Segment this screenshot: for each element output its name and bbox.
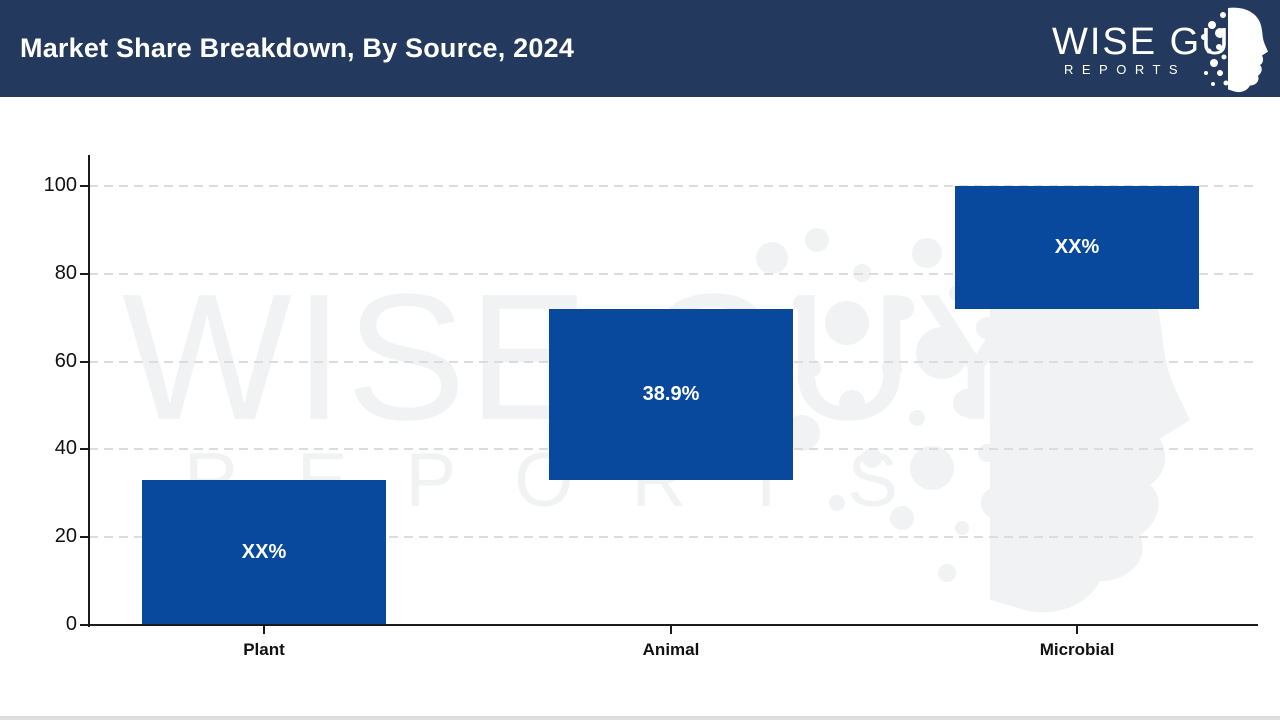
y-tick-label-0: 0 [65, 613, 77, 635]
bar-plant: XX% [142, 480, 386, 625]
x-tick-plant [263, 626, 265, 634]
x-label-animal: Animal [642, 640, 700, 659]
y-tick-80 [80, 272, 88, 275]
footer-strip [0, 716, 1280, 720]
bar-value-label: XX% [241, 541, 287, 564]
x-label-microbial: Microbial [1039, 640, 1115, 659]
x-axis-line [88, 624, 1258, 626]
brand-tagline: REPORTS [1064, 62, 1187, 77]
grid-line-80 [89, 272, 1258, 275]
x-tick-animal [670, 626, 672, 634]
y-tick-label-40: 40 [54, 437, 77, 460]
y-tick-40 [80, 448, 88, 451]
y-tick-20 [80, 536, 88, 539]
y-tick-label-20: 20 [54, 525, 77, 548]
face-logo-icon [1201, 7, 1268, 93]
bar-value-label: 38.9% [642, 383, 700, 406]
y-tick-0 [80, 624, 88, 626]
header-bar: Market Share Breakdown, By Source, 2024 … [0, 0, 1280, 97]
bar-value-label: XX% [1054, 236, 1100, 259]
face-watermark-icon [756, 218, 1190, 613]
bar-microbial: XX% [955, 186, 1199, 310]
y-tick-label-60: 60 [54, 349, 77, 372]
brand-logo: WISE GUY REPORTS [1012, 0, 1272, 97]
x-tick-microbial [1076, 626, 1078, 634]
y-tick-label-80: 80 [54, 261, 77, 284]
y-tick-60 [80, 360, 88, 363]
y-tick-label-100: 100 [43, 174, 77, 196]
grid-line-100 [89, 185, 1258, 187]
x-label-plant: Plant [243, 640, 285, 659]
y-tick-100 [80, 185, 88, 187]
y-axis-line [88, 155, 90, 627]
bar-animal: 38.9% [549, 309, 793, 481]
page-title: Market Share Breakdown, By Source, 2024 [20, 33, 575, 63]
grid-line-20 [89, 536, 1258, 539]
